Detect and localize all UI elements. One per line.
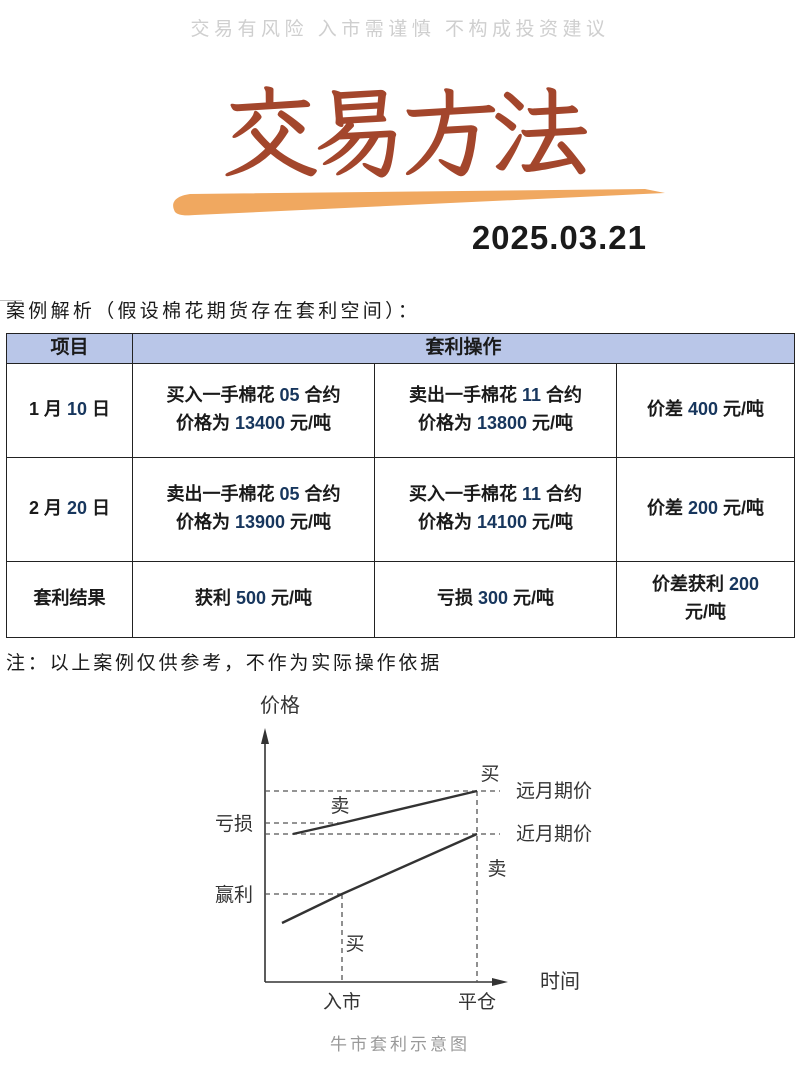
svg-text:入市: 入市 bbox=[323, 987, 361, 1014]
svg-text:卖: 卖 bbox=[487, 854, 506, 881]
svg-text:赢利: 赢利 bbox=[215, 880, 253, 907]
svg-text:卖: 卖 bbox=[330, 791, 349, 818]
svg-text:买: 买 bbox=[480, 759, 499, 786]
svg-text:远月期价: 远月期价 bbox=[516, 776, 592, 803]
svg-text:平仓: 平仓 bbox=[458, 987, 496, 1014]
svg-text:买: 买 bbox=[345, 929, 364, 956]
svg-text:时间: 时间 bbox=[540, 965, 580, 994]
svg-text:价格: 价格 bbox=[260, 690, 300, 718]
svg-text:亏损: 亏损 bbox=[215, 809, 253, 836]
svg-text:近月期价: 近月期价 bbox=[516, 819, 592, 846]
